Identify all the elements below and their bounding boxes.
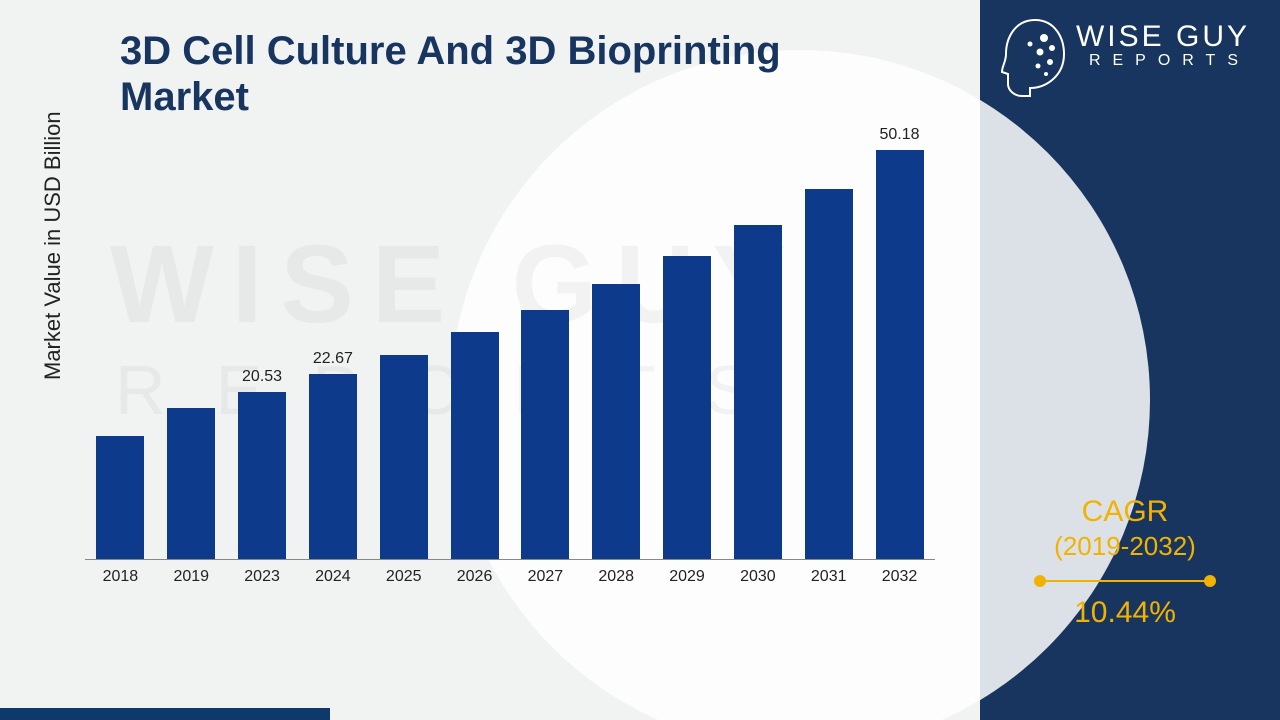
bar: [447, 332, 502, 559]
bar-rect: [805, 189, 853, 559]
brand-logo: WISE GUY REPORTS: [1076, 20, 1250, 70]
chart-title: 3D Cell Culture And 3D Bioprinting Marke…: [120, 28, 860, 120]
bar-rect: [238, 392, 286, 559]
x-tick-label: 2025: [376, 568, 431, 586]
x-tick-label: 2018: [93, 568, 148, 586]
bar-rect: [734, 225, 782, 559]
cagr-divider: [1040, 580, 1210, 582]
x-tick-label: 2027: [518, 568, 573, 586]
bar-rect: [167, 408, 215, 559]
bar-value-label: 50.18: [879, 126, 919, 144]
bar-rect: [96, 436, 144, 559]
report-canvas: WISE GUY REPORTS 3D Cell Culture And 3D …: [0, 0, 1280, 720]
bar: [164, 408, 219, 559]
cagr-block: CAGR (2019-2032) 10.44%: [1020, 495, 1230, 630]
x-tick-label: 2030: [730, 568, 785, 586]
bar: 50.18: [872, 150, 927, 559]
bar: [730, 225, 785, 559]
bar: [660, 256, 715, 559]
x-ticks: 2018 2019 2023 2024 2025 2026 2027 2028 2029 2030…: [85, 568, 935, 586]
x-tick-label: 2029: [660, 568, 715, 586]
x-tick-label: 2019: [164, 568, 219, 586]
brand-logo-main: WISE GUY: [1076, 20, 1250, 54]
bar-rect: [309, 374, 357, 559]
bar-rect: [663, 256, 711, 559]
bar: [376, 355, 431, 559]
bottom-accent-bar: [0, 708, 330, 720]
bar: [589, 284, 644, 559]
head-icon: [1000, 18, 1070, 98]
bar-rect: [592, 284, 640, 559]
bar: 20.53: [235, 392, 290, 559]
cagr-range: (2019-2032): [1020, 531, 1230, 562]
x-tick-label: 2032: [872, 568, 927, 586]
y-axis-label: Market Value in USD Billion: [40, 111, 66, 380]
cagr-title: CAGR: [1020, 495, 1230, 529]
bar-rect: [380, 355, 428, 559]
bar-value-label: 22.67: [313, 350, 353, 368]
brand-logo-sub: REPORTS: [1076, 52, 1250, 70]
bar: 22.67: [305, 374, 360, 559]
bar-rect: [521, 310, 569, 559]
bar-rect: [451, 332, 499, 559]
bars-container: 20.53 22.67 50.18: [85, 150, 935, 559]
x-tick-label: 2023: [235, 568, 290, 586]
x-tick-label: 2026: [447, 568, 502, 586]
bar: [518, 310, 573, 559]
bar-value-label: 20.53: [242, 368, 282, 386]
x-tick-label: 2024: [305, 568, 360, 586]
x-tick-label: 2028: [589, 568, 644, 586]
bar: [93, 436, 148, 559]
bar-rect: [876, 150, 924, 559]
bar: [801, 189, 856, 559]
bar-chart: 20.5322.6750.18 201820192023202420252026…: [85, 150, 935, 580]
x-tick-label: 2031: [801, 568, 856, 586]
x-axis-line: [85, 559, 935, 560]
cagr-value: 10.44%: [1020, 596, 1230, 630]
